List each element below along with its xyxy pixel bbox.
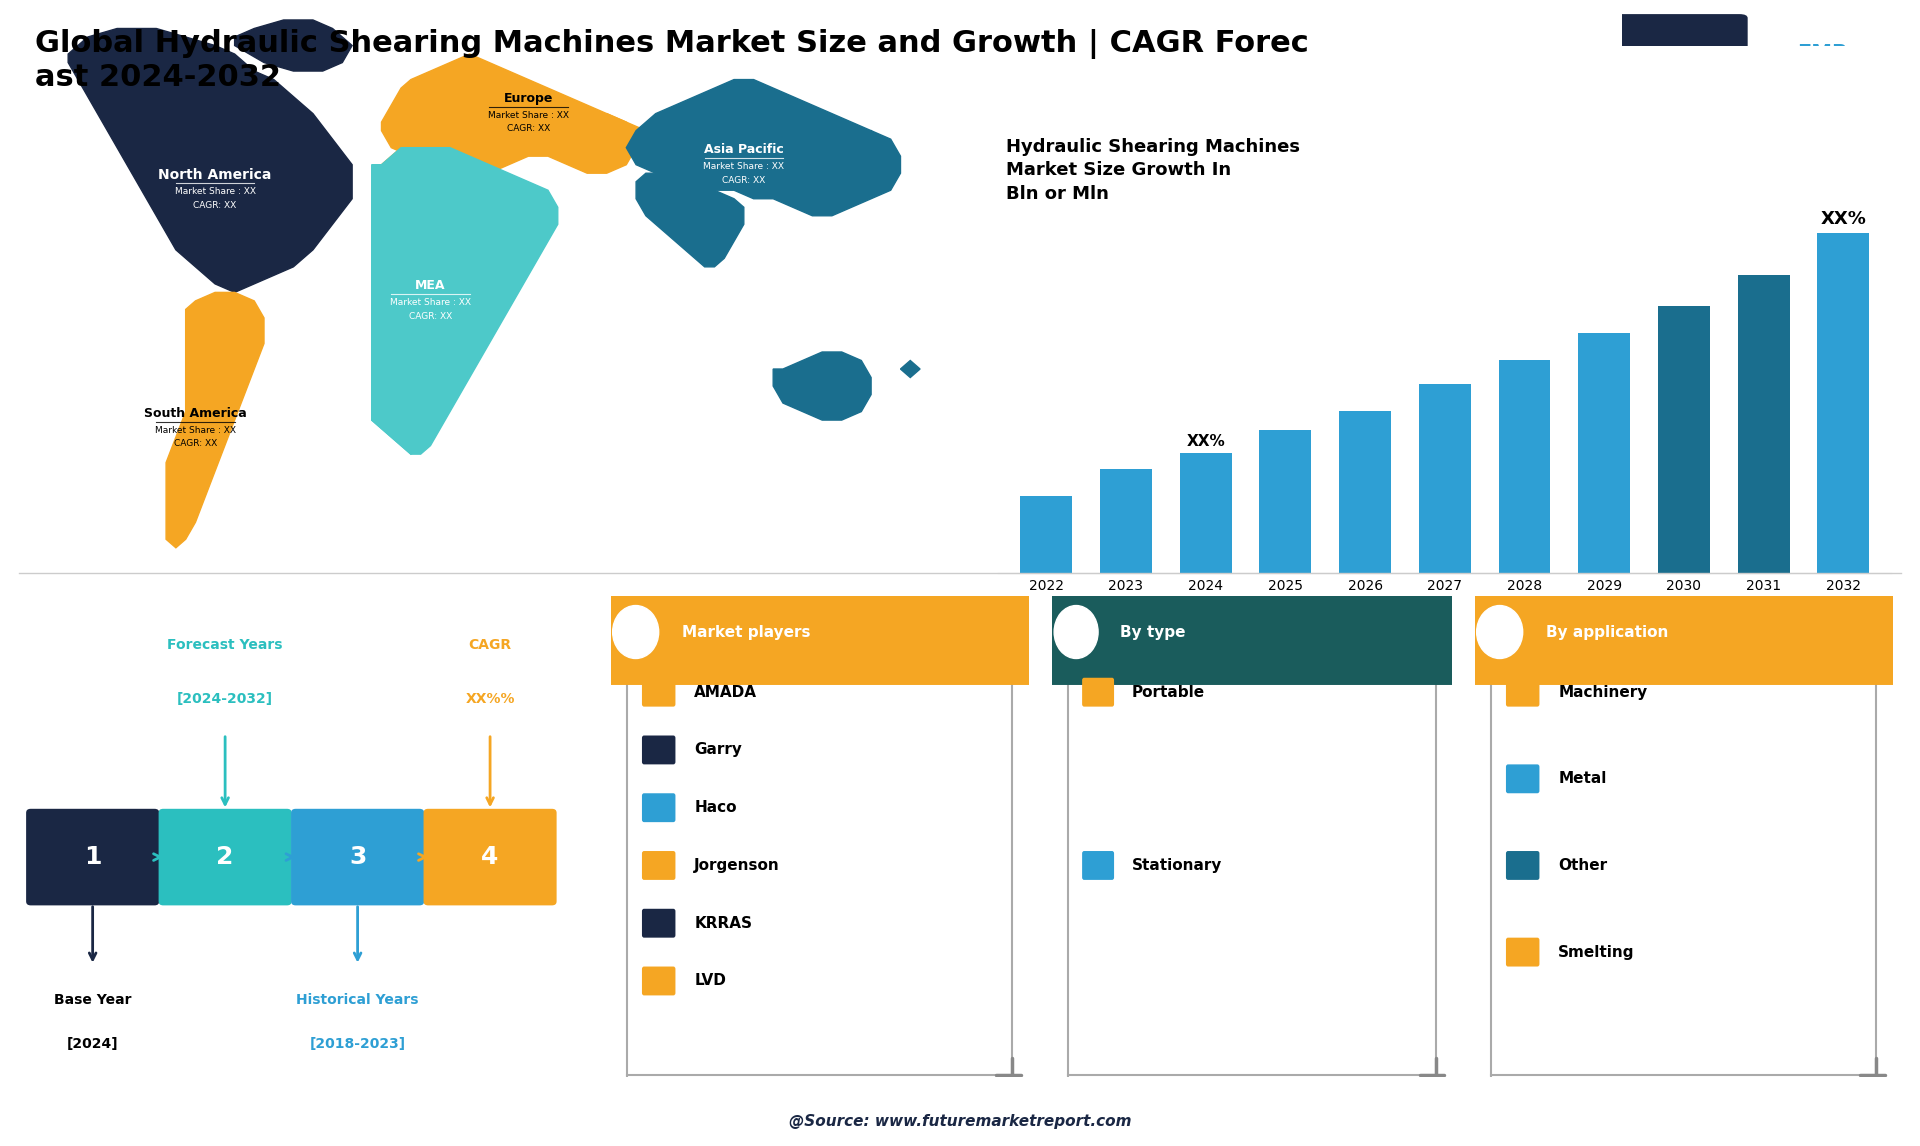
Text: CAGR: XX: CAGR: XX — [194, 201, 236, 210]
Text: Smelting: Smelting — [1559, 944, 1634, 959]
Bar — [1179, 453, 1231, 573]
Text: Market players: Market players — [682, 625, 810, 639]
Text: 🦅: 🦅 — [1672, 61, 1690, 88]
Text: Garry: Garry — [695, 743, 743, 758]
Text: Market Share : XX: Market Share : XX — [488, 111, 568, 120]
Text: XX%: XX% — [1820, 210, 1866, 228]
Text: Haco: Haco — [695, 800, 737, 815]
Polygon shape — [234, 19, 351, 71]
FancyBboxPatch shape — [641, 677, 676, 707]
Text: Hydraulic Shearing Machines
Market Size Growth In
Bln or Mln: Hydraulic Shearing Machines Market Size … — [1006, 138, 1300, 203]
Text: CAGR: XX: CAGR: XX — [722, 175, 766, 185]
Text: Market Share : XX: Market Share : XX — [703, 162, 783, 171]
FancyBboxPatch shape — [1505, 937, 1540, 966]
Bar — [1500, 361, 1551, 573]
Polygon shape — [382, 54, 636, 182]
Text: 3: 3 — [349, 845, 367, 869]
Text: Other: Other — [1559, 858, 1607, 873]
Bar — [1338, 410, 1390, 573]
Text: 2: 2 — [217, 845, 234, 869]
FancyBboxPatch shape — [641, 909, 676, 937]
Text: Base Year: Base Year — [54, 992, 131, 1007]
Polygon shape — [900, 361, 920, 377]
FancyBboxPatch shape — [27, 809, 159, 905]
Text: Metal: Metal — [1559, 771, 1607, 786]
Text: XX%: XX% — [1187, 433, 1225, 448]
Text: Portable: Portable — [1133, 684, 1206, 700]
Text: FUTURE MARKET
REPORT: FUTURE MARKET REPORT — [1797, 92, 1849, 103]
FancyBboxPatch shape — [586, 579, 1054, 685]
Bar — [1659, 306, 1711, 573]
Text: Forecast Years: Forecast Years — [167, 638, 282, 652]
Text: North America: North America — [157, 168, 273, 182]
Text: Market Share : XX: Market Share : XX — [390, 298, 470, 307]
Circle shape — [1054, 605, 1098, 659]
Text: AMADA: AMADA — [695, 684, 756, 700]
Text: Historical Years: Historical Years — [296, 992, 419, 1007]
Text: By type: By type — [1119, 625, 1185, 639]
Text: Stationary: Stationary — [1133, 858, 1223, 873]
Circle shape — [1476, 605, 1523, 659]
Circle shape — [612, 605, 659, 659]
Text: Europe: Europe — [503, 92, 553, 104]
Text: Asia Pacific: Asia Pacific — [705, 143, 783, 156]
Text: FMR: FMR — [1797, 44, 1849, 64]
Text: [2024-2032]: [2024-2032] — [177, 692, 273, 706]
Text: CAGR: XX: CAGR: XX — [175, 439, 217, 448]
Polygon shape — [852, 131, 881, 165]
Bar — [1419, 384, 1471, 573]
FancyBboxPatch shape — [641, 966, 676, 996]
Bar — [1020, 496, 1071, 573]
Bar — [1100, 469, 1152, 573]
FancyBboxPatch shape — [641, 851, 676, 880]
Polygon shape — [607, 96, 881, 173]
FancyBboxPatch shape — [159, 809, 292, 905]
Text: CAGR: XX: CAGR: XX — [507, 125, 549, 133]
FancyBboxPatch shape — [424, 809, 557, 905]
FancyBboxPatch shape — [1505, 677, 1540, 707]
FancyBboxPatch shape — [1083, 677, 1114, 707]
Polygon shape — [165, 292, 265, 548]
Polygon shape — [636, 173, 743, 267]
FancyBboxPatch shape — [1615, 14, 1747, 141]
Polygon shape — [626, 79, 900, 215]
Text: CAGR: CAGR — [468, 638, 511, 652]
FancyBboxPatch shape — [1450, 579, 1918, 685]
Bar — [1818, 233, 1870, 573]
Text: [2018-2023]: [2018-2023] — [309, 1037, 405, 1051]
FancyBboxPatch shape — [292, 809, 424, 905]
Polygon shape — [69, 29, 351, 292]
Text: Market Share : XX: Market Share : XX — [156, 426, 236, 434]
Text: XX%%: XX%% — [465, 692, 515, 706]
Text: [2024]: [2024] — [67, 1037, 119, 1051]
Text: Market Share : XX: Market Share : XX — [175, 188, 255, 196]
Bar — [1738, 275, 1789, 573]
Text: LVD: LVD — [695, 973, 726, 989]
Text: Machinery: Machinery — [1559, 684, 1647, 700]
Bar — [1578, 333, 1630, 573]
Text: 1: 1 — [84, 845, 102, 869]
FancyBboxPatch shape — [1029, 579, 1475, 685]
Text: 4: 4 — [482, 845, 499, 869]
FancyBboxPatch shape — [641, 736, 676, 764]
Text: South America: South America — [144, 407, 248, 419]
Text: Jorgenson: Jorgenson — [695, 858, 780, 873]
Text: MEA: MEA — [415, 280, 445, 292]
Polygon shape — [774, 352, 872, 421]
FancyBboxPatch shape — [1505, 764, 1540, 793]
Text: Global Hydraulic Shearing Machines Market Size and Growth | CAGR Forec
ast 2024-: Global Hydraulic Shearing Machines Marke… — [35, 29, 1308, 92]
Text: KRRAS: KRRAS — [695, 916, 753, 931]
Text: By application: By application — [1546, 625, 1668, 639]
Text: CAGR: XX: CAGR: XX — [409, 312, 451, 321]
Polygon shape — [382, 148, 430, 190]
FancyBboxPatch shape — [641, 793, 676, 822]
Bar — [1260, 430, 1311, 573]
Polygon shape — [372, 148, 557, 454]
Text: @Source: www.futuremarketreport.com: @Source: www.futuremarketreport.com — [789, 1114, 1131, 1129]
FancyBboxPatch shape — [1505, 851, 1540, 880]
Polygon shape — [372, 182, 499, 454]
FancyBboxPatch shape — [1083, 851, 1114, 880]
